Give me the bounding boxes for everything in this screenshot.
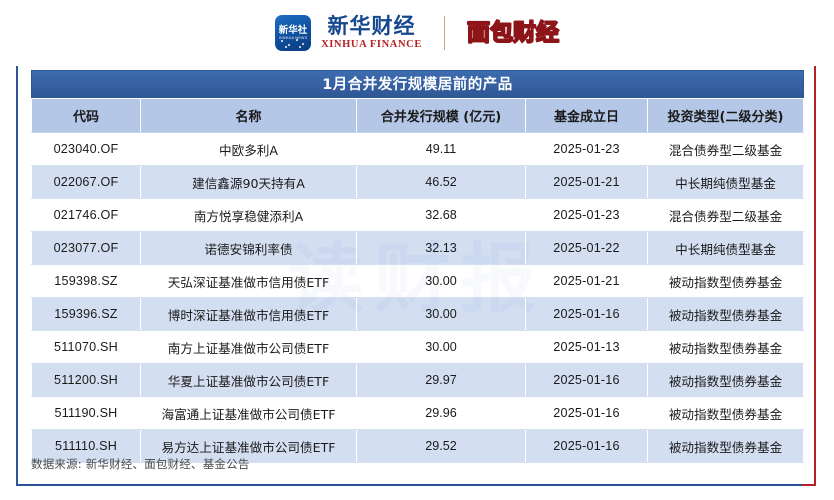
data-table-container: 1月合并发行规模居前的产品 代码 名称 合并发行规模 (亿元) 基金成立日 投资… <box>31 70 804 463</box>
cell-date: 2025-01-16 <box>525 396 648 430</box>
logo-band: 新华社 XINHUA NEWS 新华财经 XINHUA FINANCE 面包财经 <box>0 0 834 66</box>
cell-code: 511200.SH <box>31 363 141 397</box>
column-header-scale: 合并发行规模 (亿元) <box>356 98 526 133</box>
fund-issuance-table: 1月合并发行规模居前的产品 代码 名称 合并发行规模 (亿元) 基金成立日 投资… <box>31 70 804 463</box>
cell-code: 511070.SH <box>31 330 141 364</box>
cell-code: 159398.SZ <box>31 264 141 298</box>
cell-scale: 29.96 <box>356 396 526 430</box>
cell-scale: 32.13 <box>356 231 526 265</box>
table-row: 023077.OF 诺德安锦利率债 32.13 2025-01-22 中长期纯债型基金 <box>31 231 804 265</box>
table-row: 023040.OF 中欧多利A 49.11 2025-01-23 混合债券型二级基金 <box>31 132 804 166</box>
cell-scale: 30.00 <box>356 330 526 364</box>
badge-dots-icon <box>275 38 311 48</box>
table-header-row: 代码 名称 合并发行规模 (亿元) 基金成立日 投资类型(二级分类) <box>31 98 804 133</box>
cell-type: 混合债券型二级基金 <box>647 198 804 232</box>
table-body: 023040.OF 中欧多利A 49.11 2025-01-23 混合债券型二级基金 02… <box>31 132 804 463</box>
cell-code: 159396.SZ <box>31 297 141 331</box>
cell-name: 博时深证基准做市信用债ETF <box>140 297 357 331</box>
cell-scale: 46.52 <box>356 165 526 199</box>
table-row: 022067.OF 建信鑫源90天持有A 46.52 2025-01-21 中长期纯债型… <box>31 165 804 199</box>
cell-scale: 49.11 <box>356 132 526 166</box>
table-row: 159396.SZ 博时深证基准做市信用债ETF 30.00 2025-01-16 被动… <box>31 297 804 331</box>
cell-name: 华夏上证基准做市公司债ETF <box>140 363 357 397</box>
cell-date: 2025-01-21 <box>525 264 648 298</box>
cell-type: 被动指数型债券基金 <box>647 297 804 331</box>
table-head: 代码 名称 合并发行规模 (亿元) 基金成立日 投资类型(二级分类) <box>31 98 804 133</box>
cell-name: 易方达上证基准做市公司债ETF <box>140 429 357 463</box>
cell-type: 被动指数型债券基金 <box>647 396 804 430</box>
cell-code: 022067.OF <box>31 165 141 199</box>
cell-name: 南方上证基准做市公司债ETF <box>140 330 357 364</box>
cell-name: 海富通上证基准做市公司债ETF <box>140 396 357 430</box>
logo-group: 新华社 XINHUA NEWS 新华财经 XINHUA FINANCE 面包财经 <box>263 15 571 51</box>
xinhua-finance-cn: 新华财经 <box>327 13 416 38</box>
cell-type: 中长期纯债型基金 <box>647 165 804 199</box>
cell-scale: 29.97 <box>356 363 526 397</box>
cell-scale: 32.68 <box>356 198 526 232</box>
cell-date: 2025-01-13 <box>525 330 648 364</box>
cell-code: 511110.SH <box>31 429 141 463</box>
cell-type: 混合债券型二级基金 <box>647 132 804 166</box>
cell-code: 023077.OF <box>31 231 141 265</box>
table-row: 511110.SH 易方达上证基准做市公司债ETF 29.52 2025-01-16 被… <box>31 429 804 463</box>
table-row: 511200.SH 华夏上证基准做市公司债ETF 29.97 2025-01-16 被动… <box>31 363 804 397</box>
cell-type: 被动指数型债券基金 <box>647 330 804 364</box>
column-header-name: 名称 <box>140 98 357 133</box>
table-row: 021746.OF 南方悦享稳健添利A 32.68 2025-01-23 混合债券型二级… <box>31 198 804 232</box>
cell-name: 诺德安锦利率债 <box>140 231 357 265</box>
cell-type: 被动指数型债券基金 <box>647 363 804 397</box>
logo-divider <box>443 16 445 50</box>
xinhua-news-badge-icon: 新华社 XINHUA NEWS <box>275 15 312 51</box>
mianbao-finance-logo: 面包财经 <box>466 19 560 46</box>
column-header-date: 基金成立日 <box>525 98 648 133</box>
cell-name: 中欧多利A <box>140 132 357 166</box>
column-header-type: 投资类型(二级分类) <box>647 98 804 133</box>
cell-name: 南方悦享稳健添利A <box>140 198 357 232</box>
cell-code: 021746.OF <box>31 198 141 232</box>
cell-date: 2025-01-16 <box>525 297 648 331</box>
xinhua-finance-en: XINHUA FINANCE <box>321 38 422 50</box>
cell-name: 天弘深证基准做市信用债ETF <box>140 264 357 298</box>
cell-type: 中长期纯债型基金 <box>647 231 804 265</box>
cell-date: 2025-01-23 <box>525 132 648 166</box>
xinhua-finance-logo: 新华财经 XINHUA FINANCE <box>321 13 422 51</box>
xinhua-badge-cn-text: 新华社 <box>278 24 308 36</box>
cell-date: 2025-01-22 <box>525 231 648 265</box>
cell-type: 被动指数型债券基金 <box>647 429 804 463</box>
table-row: 511190.SH 海富通上证基准做市公司债ETF 29.96 2025-01-16 被… <box>31 396 804 430</box>
table-row: 511070.SH 南方上证基准做市公司债ETF 30.00 2025-01-13 被动… <box>31 330 804 364</box>
cell-date: 2025-01-16 <box>525 429 648 463</box>
cell-date: 2025-01-23 <box>525 198 648 232</box>
xinhua-badge-en-text: XINHUA NEWS <box>278 35 308 40</box>
cell-scale: 30.00 <box>356 297 526 331</box>
cell-code: 023040.OF <box>31 132 141 166</box>
cell-name: 建信鑫源90天持有A <box>140 165 357 199</box>
cell-code: 511190.SH <box>31 396 141 430</box>
column-header-code: 代码 <box>31 98 141 133</box>
cell-scale: 29.52 <box>356 429 526 463</box>
table-title: 1月合并发行规模居前的产品 <box>31 70 804 98</box>
source-note: 数据来源: 新华财经、面包财经、基金公告 <box>31 457 250 471</box>
cell-date: 2025-01-16 <box>525 363 648 397</box>
cell-date: 2025-01-21 <box>525 165 648 199</box>
table-row: 159398.SZ 天弘深证基准做市信用债ETF 30.00 2025-01-21 被动… <box>31 264 804 298</box>
cell-scale: 30.00 <box>356 264 526 298</box>
cell-type: 被动指数型债券基金 <box>647 264 804 298</box>
